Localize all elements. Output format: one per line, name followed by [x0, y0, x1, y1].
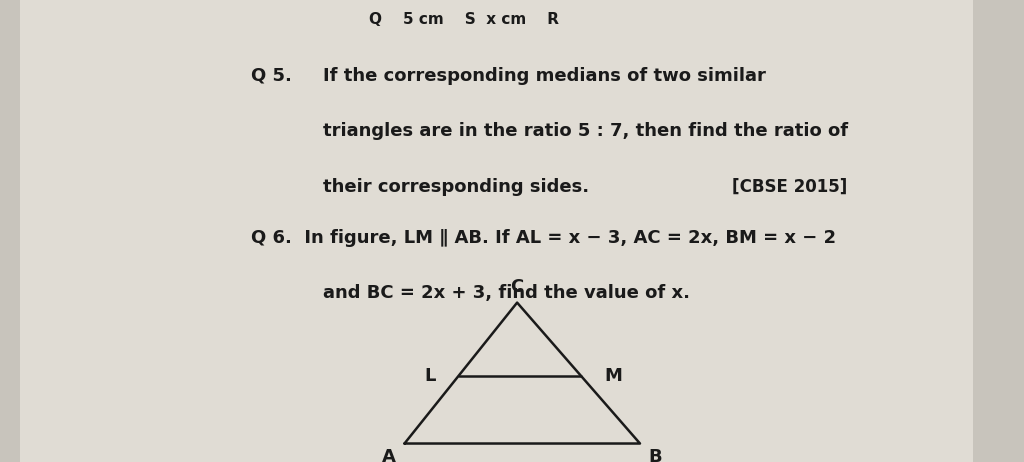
Text: triangles are in the ratio 5 : 7, then find the ratio of: triangles are in the ratio 5 : 7, then f…	[323, 122, 848, 140]
Text: Q 5.: Q 5.	[251, 67, 292, 85]
Text: A: A	[382, 448, 396, 462]
Text: M: M	[604, 367, 622, 385]
Text: L: L	[424, 367, 435, 385]
Text: Q    5 cm    S  x cm    R: Q 5 cm S x cm R	[369, 12, 559, 26]
Text: C: C	[511, 278, 523, 296]
Text: Q 6.  In figure, LM ∥ AB. If AL = x − 3, AC = 2x, BM = x − 2: Q 6. In figure, LM ∥ AB. If AL = x − 3, …	[251, 229, 836, 247]
Text: [CBSE 2015]: [CBSE 2015]	[732, 178, 848, 196]
Text: and BC = 2x + 3, find the value of x.: and BC = 2x + 3, find the value of x.	[323, 284, 689, 302]
Text: If the corresponding medians of two similar: If the corresponding medians of two simi…	[323, 67, 765, 85]
Text: their corresponding sides.: their corresponding sides.	[323, 178, 589, 196]
Text: B: B	[648, 448, 663, 462]
